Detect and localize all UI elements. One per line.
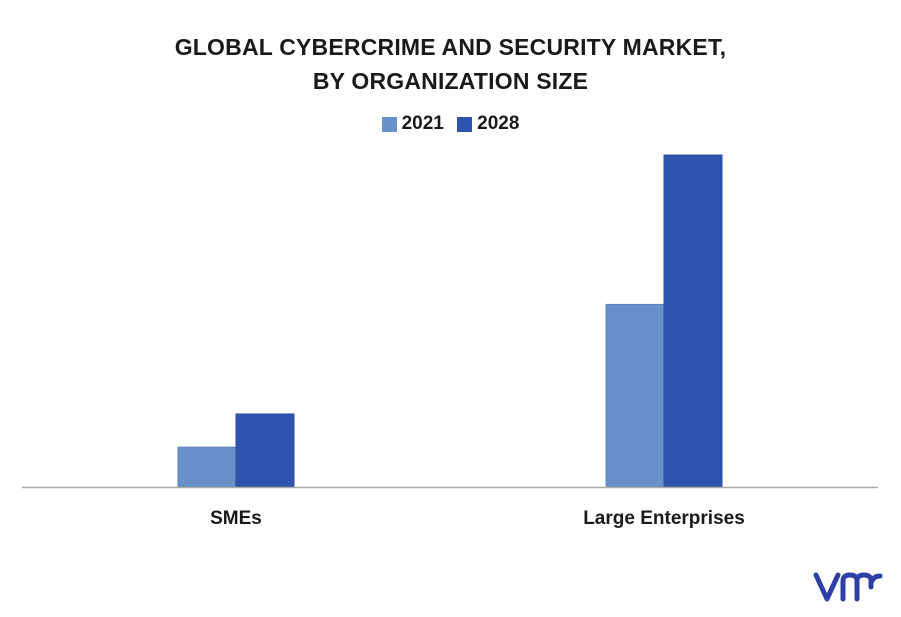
x-tick-label: Large Enterprises [583, 508, 745, 529]
chart-title: GLOBAL CYBERCRIME AND SECURITY MARKET, B… [0, 30, 901, 98]
x-tick-label: SMEs [210, 508, 262, 529]
chart-title-line-1: GLOBAL CYBERCRIME AND SECURITY MARKET, [174, 34, 727, 60]
bar-smes-2028 [235, 413, 295, 488]
legend-item-2028: 2028 [457, 113, 519, 135]
chart-title-line-2: BY ORGANIZATION SIZE [312, 68, 589, 94]
chart-legend: 2021 2028 [0, 113, 901, 138]
legend-item-2021: 2021 [381, 113, 444, 135]
legend-swatch-2028 [457, 116, 473, 132]
vmr-logo-icon [813, 572, 883, 602]
bar-smes-2021 [177, 446, 237, 488]
legend-label-2021: 2021 [401, 113, 444, 134]
bar-large-enterprises-2028 [663, 154, 723, 488]
bar-large-enterprises-2021 [605, 303, 665, 488]
legend-label-2028: 2028 [477, 113, 520, 134]
legend-swatch-2021 [381, 116, 397, 132]
